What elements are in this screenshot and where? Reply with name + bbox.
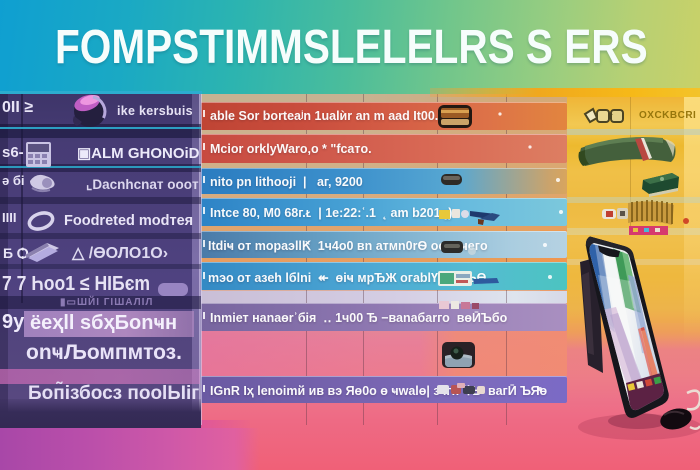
svg-text:OXCKBCRI: OXCKBCRI (639, 110, 696, 121)
